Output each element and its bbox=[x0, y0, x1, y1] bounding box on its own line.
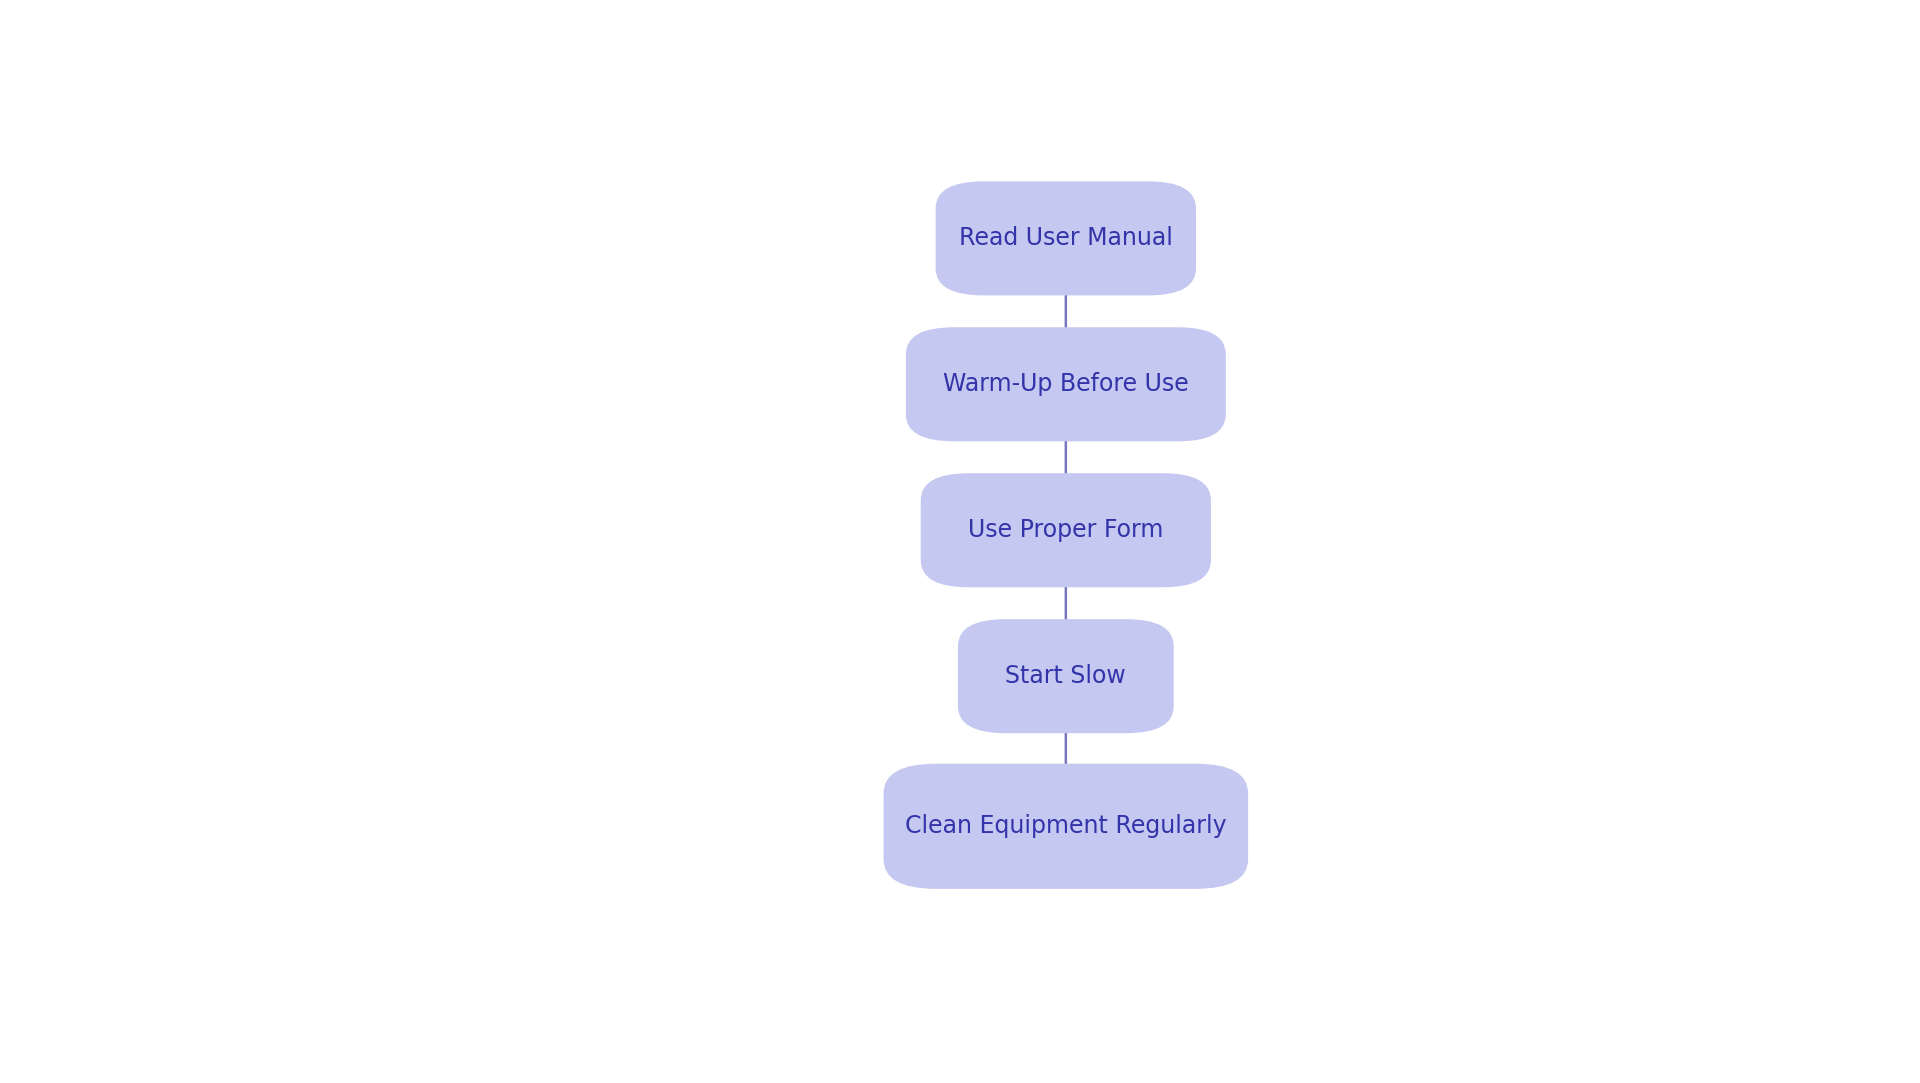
FancyBboxPatch shape bbox=[906, 327, 1225, 442]
FancyBboxPatch shape bbox=[958, 619, 1173, 733]
Text: Read User Manual: Read User Manual bbox=[958, 226, 1173, 250]
FancyBboxPatch shape bbox=[922, 473, 1212, 587]
FancyBboxPatch shape bbox=[883, 764, 1248, 889]
Text: Start Slow: Start Slow bbox=[1006, 664, 1127, 688]
FancyBboxPatch shape bbox=[935, 181, 1196, 296]
Text: Use Proper Form: Use Proper Form bbox=[968, 519, 1164, 543]
Text: Warm-Up Before Use: Warm-Up Before Use bbox=[943, 373, 1188, 396]
Text: Clean Equipment Regularly: Clean Equipment Regularly bbox=[904, 814, 1227, 838]
